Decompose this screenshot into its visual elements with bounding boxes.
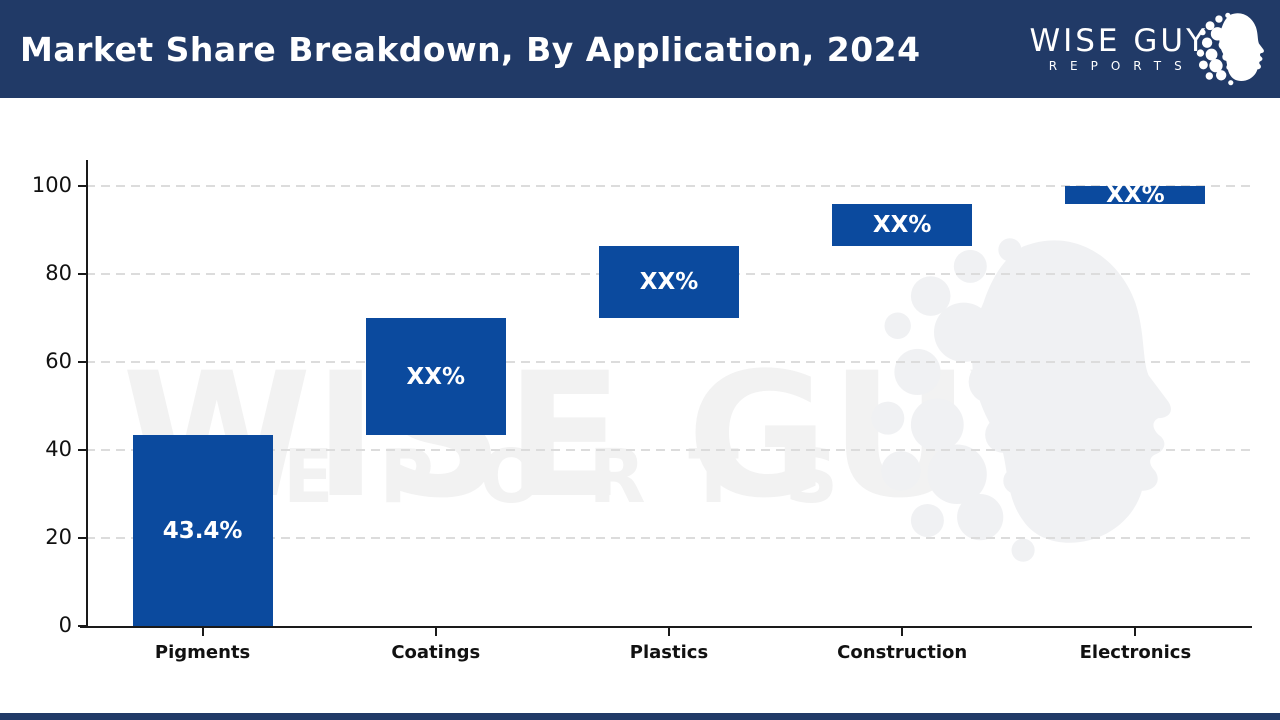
x-tick-mark-construction [901, 628, 904, 636]
wiseguy-face-icon [1196, 12, 1264, 86]
bar-value-label: XX% [406, 363, 466, 390]
y-tick-label-60: 60 [45, 349, 72, 373]
logo-brand-subtitle: REPORTS [1048, 59, 1195, 74]
bar-electronics: XX% [1065, 182, 1206, 208]
x-category-label-construction: Construction [837, 642, 968, 663]
y-tick-mark-100 [78, 185, 86, 187]
x-category-label-pigments: Pigments [154, 642, 251, 663]
x-tick-mark-electronics [1134, 628, 1137, 636]
page-title: Market Share Breakdown, By Application, … [20, 29, 921, 69]
bar-pigments: 43.4% [132, 435, 273, 626]
watermark-face-icon [871, 238, 1171, 562]
gridline-60 [86, 361, 1252, 363]
wiseguy-logo: WISE GUY REPORTS [1029, 0, 1270, 98]
x-axis-spine [80, 626, 1252, 628]
bar-plastics: XX% [599, 246, 739, 318]
footer-bar [0, 713, 1280, 720]
x-tick-mark-plastics [668, 628, 670, 636]
x-tick-mark-coatings [434, 628, 437, 636]
bar-value-label: XX% [872, 211, 932, 238]
wiseguy-logo-text: WISE GUY REPORTS [1029, 25, 1208, 74]
x-category-label-coatings: Coatings [391, 642, 481, 663]
bar-coatings: XX% [365, 318, 506, 436]
y-tick-mark-20 [78, 537, 86, 539]
gridline-40 [86, 449, 1252, 451]
y-tick-mark-80 [78, 273, 86, 275]
logo-brand-name: WISE GUY [1029, 22, 1208, 59]
y-tick-label-40: 40 [45, 437, 72, 461]
header-bar: Market Share Breakdown, By Application, … [0, 0, 1280, 98]
y-tick-label-20: 20 [45, 525, 72, 549]
y-tick-label-100: 100 [31, 173, 72, 197]
y-tick-mark-0 [78, 625, 86, 627]
chart-area: WISE GUY REPORTS 0 20 40 60 80 100 43.4% XX% XX… [0, 98, 1280, 713]
watermark-brand-subtext: REPORTS [180, 434, 885, 520]
bar-value-label: 43.4% [162, 517, 243, 544]
y-tick-mark-60 [78, 361, 86, 363]
gridline-100 [86, 185, 1252, 187]
gridline-20 [86, 537, 1252, 539]
x-category-label-plastics: Plastics [629, 642, 709, 663]
y-axis-spine [86, 160, 88, 628]
bar-value-label: XX% [639, 269, 699, 296]
y-tick-label-80: 80 [45, 261, 72, 285]
x-category-label-electronics: Electronics [1079, 642, 1192, 663]
x-tick-mark-pigments [201, 628, 204, 636]
bar-value-label: XX% [1106, 181, 1165, 208]
bar-construction: XX% [832, 203, 973, 247]
y-tick-label-0: 0 [58, 613, 72, 637]
y-tick-mark-40 [78, 449, 86, 451]
